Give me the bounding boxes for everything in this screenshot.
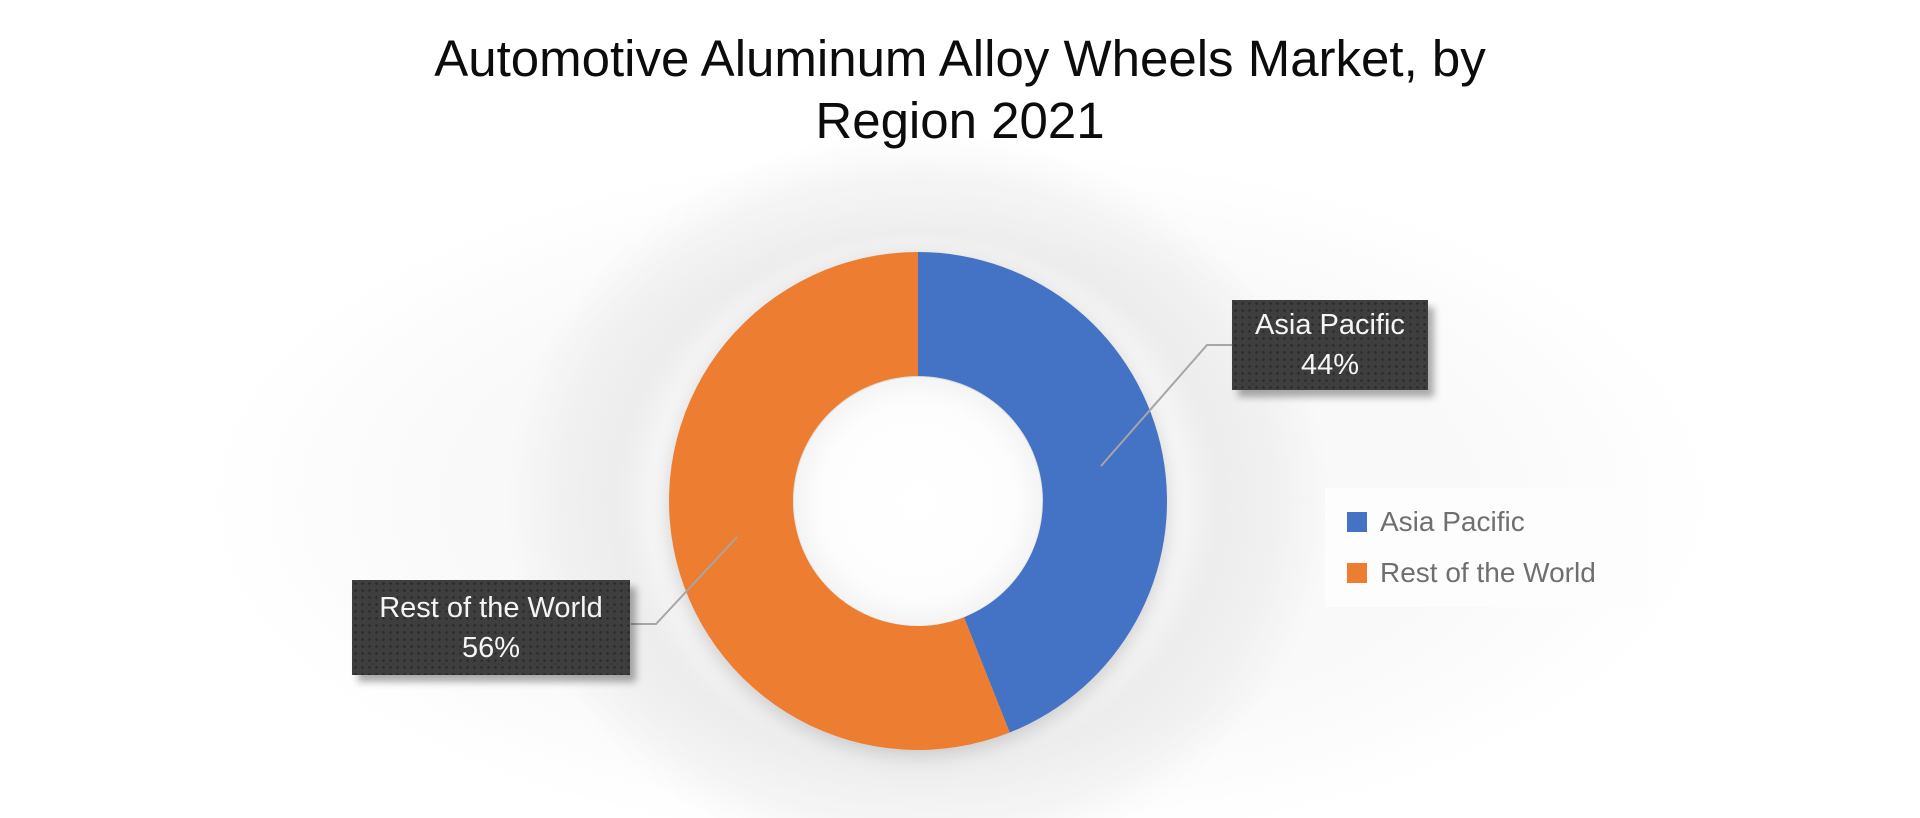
legend-label-asia-pacific: Asia Pacific [1380, 506, 1525, 538]
chart-title: Automotive Aluminum Alloy Wheels Market,… [0, 28, 1920, 152]
donut-hole [794, 377, 1042, 625]
callout-asia-pacific: Asia Pacific 44% [1232, 300, 1428, 390]
legend-label-rest-of-world: Rest of the World [1380, 556, 1596, 588]
callout-asia-pacific-value: 44% [1300, 349, 1360, 381]
callout-rest-of-world: Rest of the World 56% [352, 580, 630, 675]
legend-item-asia-pacific: Asia Pacific [1347, 506, 1648, 538]
leader-line-rest-of-world [631, 536, 738, 625]
legend-swatch-asia-pacific-icon [1347, 512, 1367, 533]
callout-rest-of-world-value: 56% [461, 631, 521, 664]
legend-item-rest-of-world: Rest of the World [1347, 557, 1648, 589]
donut-slices [669, 252, 1168, 750]
donut-segment-asia-pacific [918, 252, 1168, 733]
legend: Asia Pacific Rest of the World [1325, 488, 1648, 607]
donut-segment-rest-of-the-world [669, 252, 1010, 750]
leader-line-asia-pacific [1100, 344, 1232, 467]
chart-title-line1: Automotive Aluminum Alloy Wheels Market,… [434, 30, 1486, 87]
callout-rest-of-world-label: Rest of the World [379, 591, 603, 624]
callout-asia-pacific-label: Asia Pacific [1255, 309, 1405, 341]
legend-swatch-rest-of-world-icon [1347, 562, 1367, 583]
chart-title-line2: Region 2021 [815, 92, 1105, 149]
